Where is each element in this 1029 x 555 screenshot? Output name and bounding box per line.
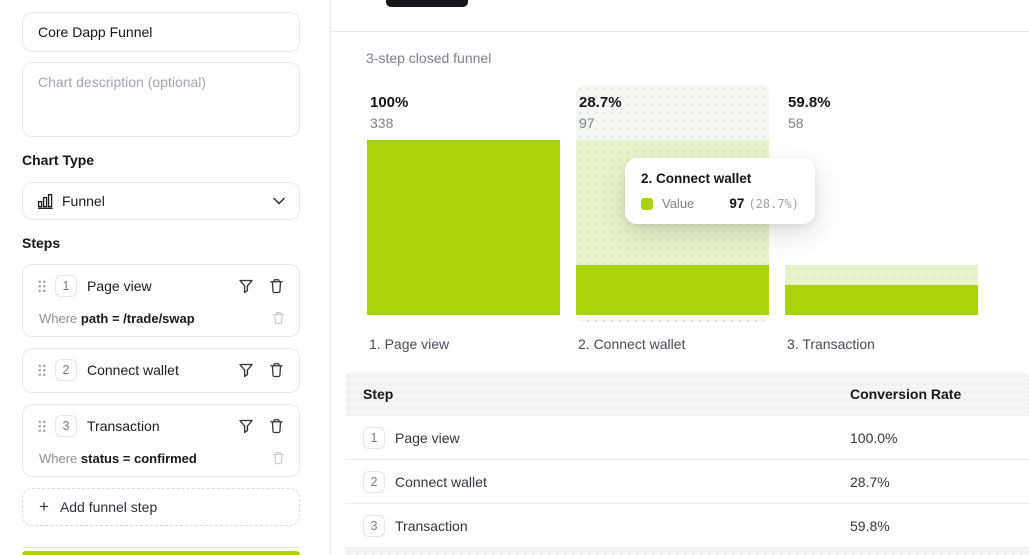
step-name: Transaction <box>87 418 160 434</box>
tooltip-series-label: Value <box>662 196 695 211</box>
funnel-percent: 100% <box>370 94 409 111</box>
filter-icon[interactable] <box>235 275 257 297</box>
table-conversion-rate: 100.0% <box>850 429 898 446</box>
drag-handle-icon[interactable] <box>37 278 46 294</box>
trash-icon[interactable] <box>265 275 287 297</box>
filter-icon[interactable] <box>235 415 257 437</box>
funnel-count: 58 <box>788 115 804 131</box>
chart-type-value: Funnel <box>62 193 105 209</box>
remove-filter-trash-icon[interactable] <box>272 451 285 465</box>
cut-off-top-element <box>386 0 468 7</box>
where-prefix: Where <box>39 310 81 326</box>
table-row[interactable]: 2 Connect wallet 28.7% <box>345 460 1029 504</box>
tooltip-title: 2. Connect wallet <box>641 171 752 186</box>
chart-preview-panel: 3-step closed funnel 100% 338 28.7% 97 <box>331 0 1029 555</box>
step-card-2: 2 Connect wallet <box>22 348 300 393</box>
funnel-percent: 59.8% <box>788 94 831 111</box>
where-condition: status = confirmed <box>80 450 197 466</box>
drag-handle-icon[interactable] <box>37 362 46 378</box>
where-condition: path = /trade/swap <box>80 310 195 326</box>
step-card-1: 1 Page view Where path = /trade/swap <box>22 264 300 337</box>
step-number-badge: 1 <box>55 275 77 297</box>
drag-handle-icon[interactable] <box>37 418 46 434</box>
chart-tooltip: 2. Connect wallet Value 97 (28.7%) <box>625 158 815 224</box>
funnel-count: 338 <box>370 115 394 131</box>
table-header-conversion: Conversion Rate <box>850 386 962 402</box>
step-name: Connect wallet <box>87 362 179 378</box>
step-number-badge: 3 <box>363 514 385 537</box>
funnel-count: 97 <box>579 115 595 131</box>
funnel-bar <box>785 285 978 315</box>
table-footer-band <box>345 548 1029 555</box>
funnel-percent: 28.7% <box>579 94 622 111</box>
trash-icon[interactable] <box>265 359 287 381</box>
step-number-badge: 1 <box>363 426 385 449</box>
tooltip-percent: (28.7%) <box>748 197 799 211</box>
chart-description-input[interactable] <box>22 62 300 137</box>
funnel-step-labels: 1. Page view 2. Connect wallet 3. Transa… <box>367 336 978 352</box>
filter-icon[interactable] <box>235 359 257 381</box>
funnel-subtitle: 3-step closed funnel <box>366 50 492 66</box>
table-row[interactable]: 3 Transaction 59.8% <box>345 504 1029 548</box>
table-step-name: Connect wallet <box>395 473 487 490</box>
step-number-badge: 3 <box>55 415 77 437</box>
add-funnel-step-button[interactable]: + Add funnel step <box>22 488 300 526</box>
where-prefix: Where <box>39 450 81 466</box>
panel-top-divider <box>331 31 1029 32</box>
plus-icon: + <box>39 497 49 516</box>
funnel-chart: 100% 338 28.7% 97 <box>367 85 978 322</box>
trash-icon[interactable] <box>265 415 287 437</box>
step-name: Page view <box>87 278 152 294</box>
table-step-name: Page view <box>395 429 460 446</box>
funnel-column-1[interactable]: 100% 338 <box>367 85 560 322</box>
table-header-row: Step Conversion Rate <box>345 372 1029 416</box>
funnel-step-label: 2. Connect wallet <box>578 336 686 352</box>
steps-label: Steps <box>22 235 61 251</box>
sidebar-divider <box>22 547 300 548</box>
chart-type-label: Chart Type <box>22 152 95 168</box>
step-number-badge: 2 <box>363 470 385 493</box>
bar-chart-icon <box>37 193 53 209</box>
series-color-swatch <box>641 197 653 210</box>
table-row[interactable]: 1 Page view 100.0% <box>345 416 1029 460</box>
funnel-bar <box>576 265 769 315</box>
table-step-name: Transaction <box>395 517 468 534</box>
funnel-step-label: 1. Page view <box>369 336 450 352</box>
chart-type-dropdown[interactable]: Funnel <box>22 182 300 220</box>
step-card-3: 3 Transaction Where status = confirmed <box>22 404 300 477</box>
chevron-down-icon <box>273 197 285 205</box>
steps-list: 1 Page view Where path = /trade/swap <box>22 264 300 548</box>
funnel-column-3[interactable]: 59.8% 58 <box>785 85 978 322</box>
table-conversion-rate: 59.8% <box>850 517 890 534</box>
panel-divider <box>330 0 331 555</box>
remove-filter-trash-icon[interactable] <box>272 311 285 325</box>
step-number-badge: 2 <box>55 359 77 381</box>
table-conversion-rate: 28.7% <box>850 473 890 490</box>
cut-off-save-button[interactable] <box>22 551 300 555</box>
table-header-step: Step <box>363 386 394 402</box>
step-filter-condition: Where path = /trade/swap <box>35 309 287 327</box>
chart-title-input[interactable] <box>22 12 300 52</box>
funnel-bar <box>367 140 560 315</box>
step-filter-condition: Where status = confirmed <box>35 449 287 467</box>
funnel-step-label: 3. Transaction <box>787 336 875 352</box>
sidebar: Chart Type Funnel Steps 1 <box>0 0 330 555</box>
add-step-label: Add funnel step <box>59 499 158 515</box>
conversion-table: Step Conversion Rate 1 Page view 100.0% … <box>345 372 1029 555</box>
tooltip-value: 97 <box>729 196 745 211</box>
